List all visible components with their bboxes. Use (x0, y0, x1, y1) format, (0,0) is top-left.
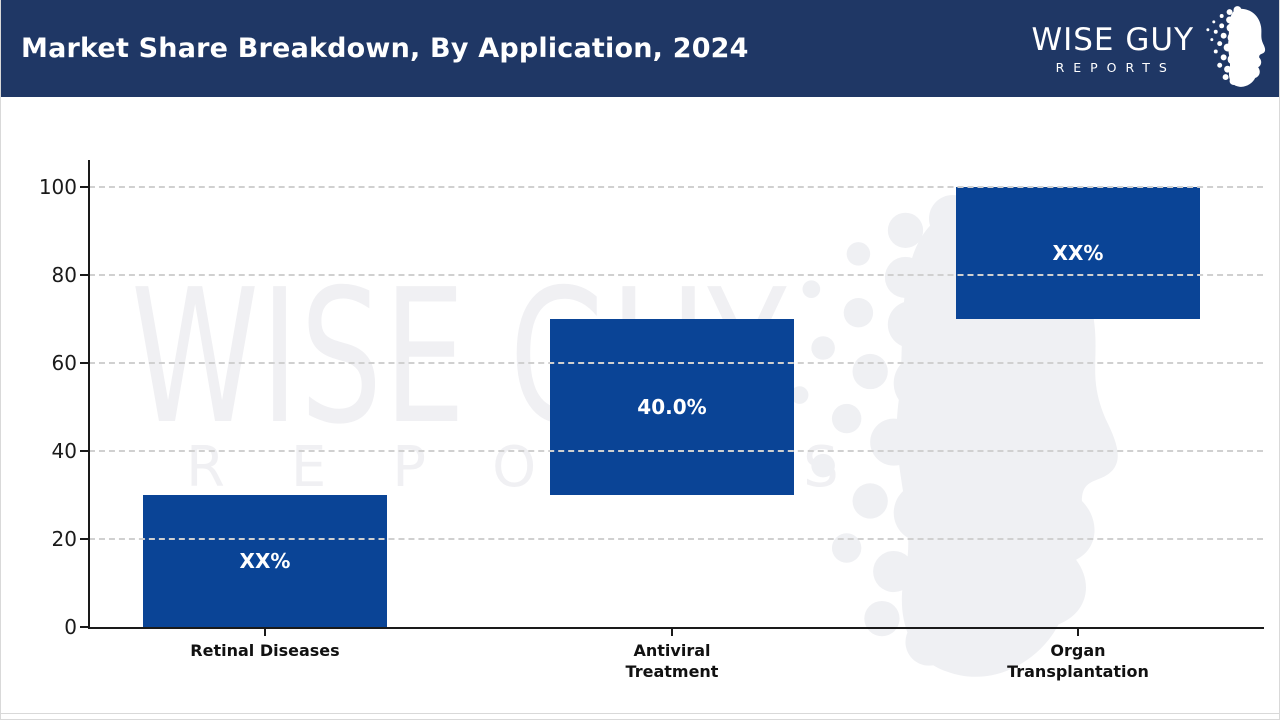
x-tick-mark (1077, 628, 1079, 636)
y-tick-mark (80, 362, 89, 364)
logo-face-icon (1206, 6, 1266, 87)
y-tick-label: 100 (38, 175, 77, 199)
y-tick-label: 40 (51, 439, 77, 463)
y-axis-line (88, 160, 90, 629)
gridline-y-100 (89, 186, 1263, 188)
bar-value-label: XX% (1052, 241, 1104, 265)
gridline-y-40 (89, 450, 1263, 452)
bar-organ-transplantation: XX% (956, 187, 1200, 319)
y-tick-label: 20 (51, 527, 77, 551)
bar-retinal-diseases: XX% (143, 495, 387, 627)
y-tick-mark (80, 538, 89, 540)
y-tick-mark (80, 186, 89, 188)
header-bar: Market Share Breakdown, By Application, … (1, 0, 1279, 97)
page-title: Market Share Breakdown, By Application, … (21, 33, 749, 64)
logo-subtitle: REPORTS (1055, 59, 1176, 75)
x-tick-mark (264, 628, 266, 636)
wiseguy-logo: WISE GUY REPORTS (1031, 6, 1267, 91)
x-axis-line (88, 627, 1264, 629)
x-category-label-organ-transplantation: Organ Transplantation (1007, 641, 1149, 681)
bar-value-label: XX% (239, 549, 291, 573)
x-tick-mark (671, 628, 673, 636)
footer-divider (1, 713, 1279, 714)
y-tick-mark (80, 450, 89, 452)
y-tick-mark (80, 274, 89, 276)
bar-antiviral-treatment: 40.0% (550, 319, 794, 495)
x-category-label-antiviral-treatment: Antiviral Treatment (625, 641, 719, 681)
y-tick-label: 60 (51, 351, 77, 375)
y-tick-label: 80 (51, 263, 77, 287)
gridline-y-80 (89, 274, 1263, 276)
logo-wordmark: WISE GUY (1031, 21, 1194, 58)
x-category-label-retinal-diseases: Retinal Diseases (190, 641, 340, 660)
gridline-y-20 (89, 538, 1263, 540)
y-tick-label: 0 (64, 615, 77, 639)
y-tick-mark (80, 626, 89, 628)
bar-value-label: 40.0% (637, 395, 707, 419)
logo-text: WISE GUY REPORTS (1031, 23, 1194, 75)
gridline-y-60 (89, 362, 1263, 364)
